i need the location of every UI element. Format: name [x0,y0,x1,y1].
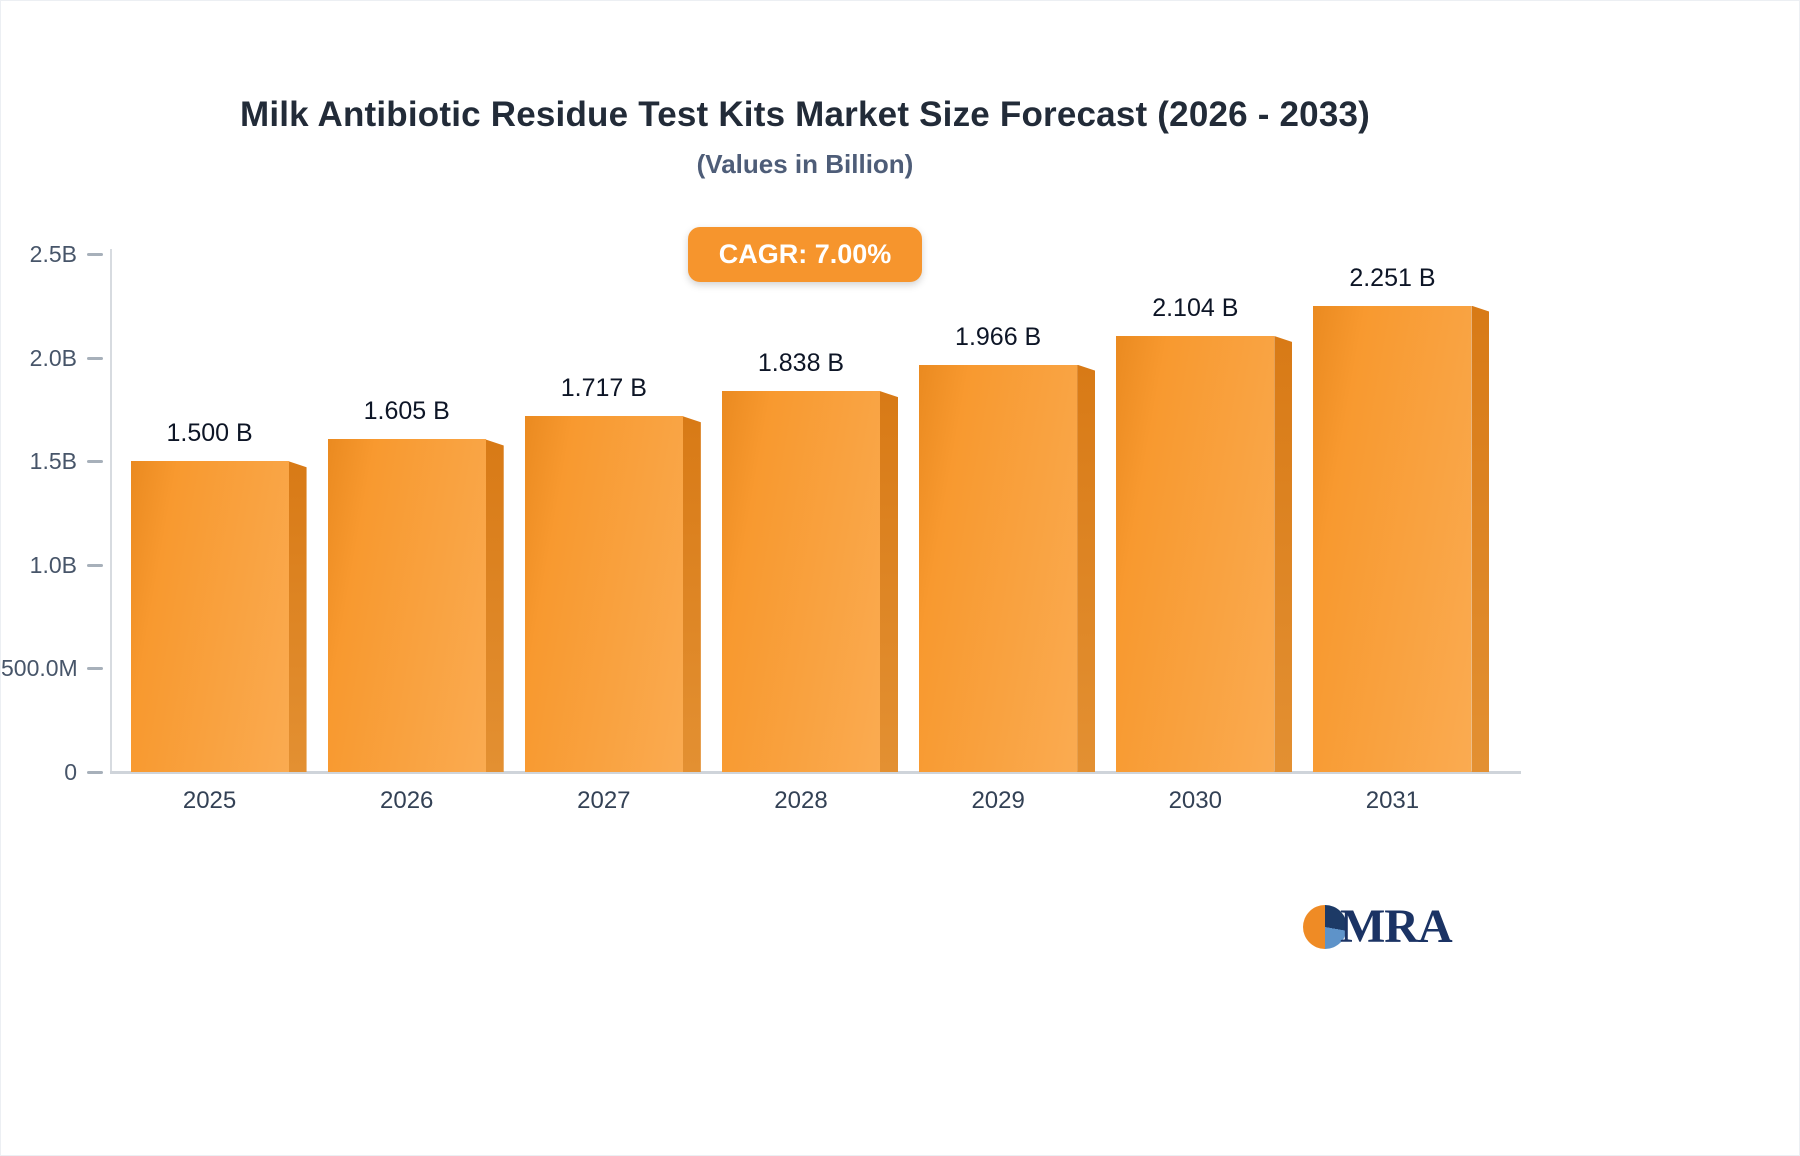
y-axis-tick-label: 2.5B [29,241,77,267]
chart-subtitle: (Values in Billion) [696,149,914,179]
y-axis-tick-mark [87,563,103,567]
bar-side-face [485,439,504,772]
y-axis-tick-label: 1.5B [29,448,77,475]
bar-value-label: 2.104 B [1152,294,1239,323]
logo-text: MRA [1340,900,1453,953]
bar-value-label: 1.500 B [166,419,253,448]
bar-side-face [1274,336,1293,772]
x-axis-label: 2025 [182,787,237,814]
bar-side-face [1077,364,1096,772]
x-axis-label: 2029 [971,787,1025,814]
x-axis-label: 2027 [577,787,631,814]
y-axis-line [110,249,112,773]
bar-side-face [1471,305,1490,772]
bar[interactable] [722,391,880,772]
logo-pie-icon [1303,904,1347,949]
cagr-badge: CAGR: 7.00% [688,227,922,282]
y-axis-tick-label: 2.0B [29,344,77,371]
bar-side-face [288,461,307,772]
bar-value-label: 2.251 B [1349,263,1436,292]
y-axis-tick-mark [87,771,103,774]
bar-side-face [682,416,701,772]
x-axis-label: 2026 [380,787,434,814]
bar-side-face [880,391,898,772]
x-axis-label: 2028 [774,787,828,814]
bar-value-label: 1.605 B [363,397,450,426]
x-axis-line [110,771,1521,774]
chart-title: Milk Antibiotic Residue Test Kits Market… [239,95,1371,134]
y-axis-tick-mark [87,667,103,671]
brand-logo[interactable]: MRA [1303,899,1453,954]
y-axis-tick-mark [87,356,103,360]
x-axis-label: 2030 [1168,787,1222,814]
y-axis-tick-label: 500.0M [1,655,78,682]
y-axis-tick-mark [87,460,103,464]
bar-value-label: 1.717 B [560,374,647,403]
y-axis-tick-label: 1.0B [29,551,77,578]
bar-value-label: 1.966 B [955,322,1042,351]
bar[interactable] [1313,305,1472,772]
bar[interactable] [130,461,289,772]
x-axis-label: 2031 [1365,787,1420,814]
bar[interactable] [327,439,486,772]
bar[interactable] [1116,336,1275,772]
bar[interactable] [919,364,1078,772]
bar[interactable] [524,416,683,772]
y-axis-tick-mark [87,253,103,256]
y-axis-tick-label: 0 [64,759,77,785]
bar-value-label: 1.838 B [757,349,845,378]
